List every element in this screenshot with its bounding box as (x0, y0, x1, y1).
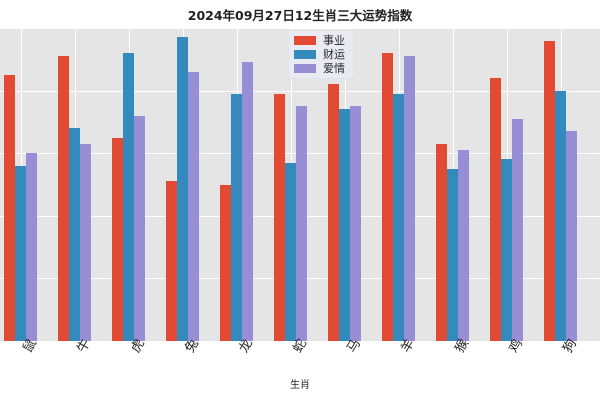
bar-猴-爱情[interactable] (458, 150, 469, 341)
bar-鼠-事业[interactable] (4, 74, 15, 341)
plot-area (0, 28, 600, 341)
bar-马-事业[interactable] (328, 84, 339, 341)
bar-虎-事业[interactable] (112, 137, 123, 341)
bar-猴-事业[interactable] (436, 143, 447, 341)
legend-item-wealth[interactable]: 财运 (294, 49, 345, 60)
bar-鸡-事业[interactable] (490, 78, 501, 341)
legend-label-career: 事业 (323, 34, 345, 47)
bar-兔-爱情[interactable] (188, 71, 199, 341)
bar-龙-财运[interactable] (231, 93, 242, 341)
bar-羊-事业[interactable] (382, 53, 393, 341)
bar-鼠-财运[interactable] (15, 165, 26, 341)
bar-牛-爱情[interactable] (80, 143, 91, 341)
legend-label-love: 爱情 (323, 62, 345, 75)
bar-蛇-财运[interactable] (285, 162, 296, 341)
bar-鸡-财运[interactable] (501, 159, 512, 341)
bar-猴-财运[interactable] (447, 168, 458, 341)
bar-龙-事业[interactable] (220, 184, 231, 341)
bar-蛇-事业[interactable] (274, 93, 285, 341)
bar-狗-爱情[interactable] (566, 131, 577, 341)
x-tick-mark (399, 341, 400, 345)
legend-item-career[interactable]: 事业 (294, 35, 345, 46)
legend-swatch-wealth (294, 50, 316, 59)
bar-蛇-爱情[interactable] (296, 106, 307, 341)
bar-龙-爱情[interactable] (242, 62, 253, 341)
x-tick-mark (21, 341, 22, 345)
x-tick-mark (291, 341, 292, 345)
bar-牛-事业[interactable] (58, 56, 69, 341)
legend-label-wealth: 财运 (323, 48, 345, 61)
x-tick-mark (237, 341, 238, 345)
bar-马-爱情[interactable] (350, 106, 361, 341)
bar-狗-事业[interactable] (544, 40, 555, 341)
gridline-horizontal (0, 90, 600, 92)
bar-牛-财运[interactable] (69, 128, 80, 341)
bar-虎-财运[interactable] (123, 53, 134, 341)
x-axis-label: 生肖 (290, 380, 310, 391)
x-tick-mark (75, 341, 76, 345)
gridline-horizontal (0, 28, 600, 29)
bar-兔-事业[interactable] (166, 181, 177, 341)
bar-马-财运[interactable] (339, 109, 350, 341)
bar-鸡-爱情[interactable] (512, 118, 523, 341)
x-tick-mark (183, 341, 184, 345)
bar-兔-财运[interactable] (177, 37, 188, 341)
x-tick-mark (507, 341, 508, 345)
x-tick-mark (561, 341, 562, 345)
legend-swatch-love (294, 64, 316, 73)
bar-羊-财运[interactable] (393, 93, 404, 341)
bar-羊-爱情[interactable] (404, 56, 415, 341)
x-tick-mark (129, 341, 130, 345)
x-tick-mark (453, 341, 454, 345)
chart-legend: 事业 财运 爱情 (288, 30, 354, 79)
legend-swatch-career (294, 36, 316, 45)
chart-title: 2024年09月27日12生肖三大运势指数 (187, 8, 413, 23)
bar-鼠-爱情[interactable] (26, 153, 37, 341)
x-tick-mark (345, 341, 346, 345)
legend-item-love[interactable]: 爱情 (294, 63, 345, 74)
bar-狗-财运[interactable] (555, 90, 566, 341)
bar-虎-爱情[interactable] (134, 115, 145, 341)
